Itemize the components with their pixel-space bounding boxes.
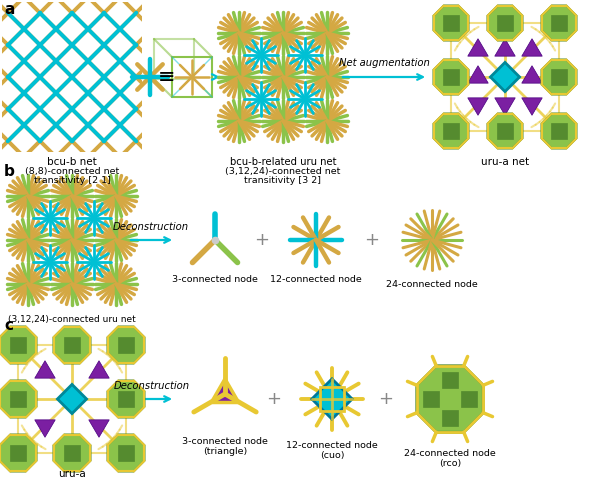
Text: a: a <box>4 2 14 17</box>
Polygon shape <box>212 379 238 401</box>
Polygon shape <box>551 123 567 139</box>
Polygon shape <box>468 39 488 56</box>
Polygon shape <box>10 337 26 353</box>
Text: +: + <box>266 390 281 408</box>
Polygon shape <box>53 434 91 471</box>
Text: Net augmentation: Net augmentation <box>338 58 430 68</box>
Text: 12-connected node: 12-connected node <box>286 441 378 450</box>
Polygon shape <box>468 66 488 83</box>
Polygon shape <box>118 445 134 461</box>
Text: transitivity [3 2]: transitivity [3 2] <box>245 176 322 185</box>
Text: 24-connected node: 24-connected node <box>386 280 478 289</box>
Polygon shape <box>461 391 477 407</box>
Text: (rco): (rco) <box>439 459 461 468</box>
Polygon shape <box>497 15 513 31</box>
Polygon shape <box>442 372 458 388</box>
Polygon shape <box>58 384 86 414</box>
Polygon shape <box>0 434 37 471</box>
Text: 3-connected node: 3-connected node <box>182 437 268 446</box>
Polygon shape <box>488 114 523 149</box>
Text: transitivity [2 1]: transitivity [2 1] <box>34 176 110 185</box>
Polygon shape <box>107 380 145 417</box>
Polygon shape <box>423 391 439 407</box>
Polygon shape <box>468 98 488 115</box>
Polygon shape <box>118 391 134 407</box>
Polygon shape <box>64 445 80 461</box>
Polygon shape <box>551 69 567 85</box>
Polygon shape <box>443 123 459 139</box>
Text: (cuo): (cuo) <box>320 451 344 460</box>
Polygon shape <box>522 66 542 83</box>
Polygon shape <box>89 361 109 378</box>
Polygon shape <box>490 62 520 92</box>
Text: uru-a: uru-a <box>58 469 86 479</box>
Text: Deconstruction: Deconstruction <box>113 222 189 232</box>
Polygon shape <box>434 5 469 40</box>
Text: (triangle): (triangle) <box>203 447 247 456</box>
Text: uru-a net: uru-a net <box>481 157 529 167</box>
Polygon shape <box>107 434 145 471</box>
Polygon shape <box>417 366 483 432</box>
Polygon shape <box>312 379 352 419</box>
Text: +: + <box>365 231 380 249</box>
Polygon shape <box>488 5 523 40</box>
Polygon shape <box>10 391 26 407</box>
Polygon shape <box>64 337 80 353</box>
Text: bcu-b-related uru net: bcu-b-related uru net <box>230 157 336 167</box>
Polygon shape <box>495 98 515 115</box>
Polygon shape <box>0 327 37 364</box>
Text: c: c <box>4 318 13 333</box>
Text: 3-connected node: 3-connected node <box>172 275 258 284</box>
Text: (3,12,24)-connected uru net: (3,12,24)-connected uru net <box>8 315 136 324</box>
Polygon shape <box>434 60 469 94</box>
Polygon shape <box>442 409 458 426</box>
Text: Deconstruction: Deconstruction <box>114 381 190 391</box>
Polygon shape <box>522 39 542 56</box>
Polygon shape <box>10 445 26 461</box>
Polygon shape <box>53 327 91 364</box>
Polygon shape <box>89 420 109 437</box>
Text: +: + <box>379 390 394 408</box>
Polygon shape <box>542 60 577 94</box>
Polygon shape <box>434 114 469 149</box>
Text: 24-connected node: 24-connected node <box>404 449 496 458</box>
Polygon shape <box>542 5 577 40</box>
Polygon shape <box>522 98 542 115</box>
Polygon shape <box>0 380 37 417</box>
Polygon shape <box>107 327 145 364</box>
Polygon shape <box>35 361 55 378</box>
Polygon shape <box>497 123 513 139</box>
Text: (3,12,24)-connected net: (3,12,24)-connected net <box>226 167 341 176</box>
Polygon shape <box>35 420 55 437</box>
Text: +: + <box>254 231 269 249</box>
Polygon shape <box>443 69 459 85</box>
Polygon shape <box>118 337 134 353</box>
Text: ≡: ≡ <box>158 67 176 87</box>
Text: (8,8)-connected net: (8,8)-connected net <box>25 167 119 176</box>
Polygon shape <box>542 114 577 149</box>
Polygon shape <box>443 15 459 31</box>
Text: b: b <box>4 164 15 179</box>
Polygon shape <box>495 39 515 56</box>
Text: bcu-b net: bcu-b net <box>47 157 97 167</box>
Polygon shape <box>551 15 567 31</box>
Text: 12-connected node: 12-connected node <box>270 275 362 284</box>
